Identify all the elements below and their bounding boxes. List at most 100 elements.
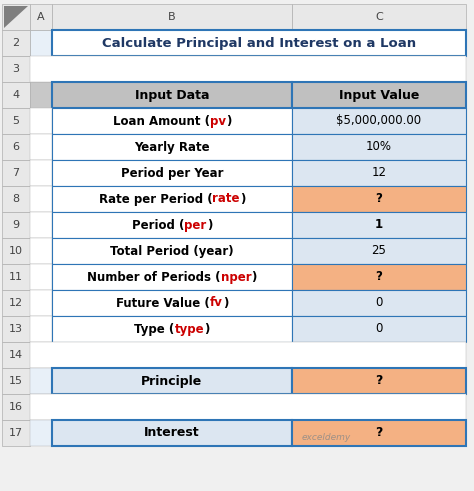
- Bar: [52, 30, 466, 56]
- Bar: [30, 238, 52, 264]
- Bar: [52, 316, 292, 342]
- Bar: [292, 238, 466, 264]
- Text: 1: 1: [375, 218, 383, 231]
- Bar: [2, 316, 30, 342]
- Text: $5,000,000.00: $5,000,000.00: [337, 114, 421, 128]
- Bar: [2, 368, 30, 394]
- Bar: [52, 4, 292, 30]
- Bar: [30, 420, 52, 446]
- Bar: [30, 264, 52, 290]
- Text: ?: ?: [375, 271, 383, 283]
- Text: 15: 15: [9, 376, 23, 386]
- Text: Input Value: Input Value: [339, 88, 419, 102]
- Text: A: A: [37, 12, 45, 22]
- Bar: [292, 134, 466, 160]
- Bar: [52, 238, 292, 264]
- Bar: [2, 212, 30, 238]
- Bar: [30, 342, 466, 368]
- Polygon shape: [4, 6, 28, 28]
- Bar: [30, 394, 466, 420]
- Text: rate: rate: [212, 192, 240, 206]
- Text: 4: 4: [12, 90, 19, 100]
- Text: 25: 25: [372, 245, 386, 257]
- Bar: [30, 82, 52, 108]
- Text: fv: fv: [210, 297, 223, 309]
- Text: 17: 17: [9, 428, 23, 438]
- Bar: [2, 186, 30, 212]
- Text: Total Period (year): Total Period (year): [110, 245, 234, 257]
- Bar: [30, 290, 52, 316]
- Text: 12: 12: [9, 298, 23, 308]
- Text: C: C: [375, 12, 383, 22]
- Bar: [2, 134, 30, 160]
- Text: Period (: Period (: [132, 218, 184, 231]
- Text: Future Value (: Future Value (: [116, 297, 210, 309]
- Bar: [2, 4, 30, 30]
- Bar: [2, 290, 30, 316]
- Bar: [2, 342, 30, 368]
- Text: 7: 7: [12, 168, 19, 178]
- Text: 2: 2: [12, 38, 19, 48]
- Text: ?: ?: [375, 375, 383, 387]
- Bar: [30, 134, 52, 160]
- Text: B: B: [168, 12, 176, 22]
- Bar: [52, 108, 292, 134]
- Text: Type (: Type (: [134, 323, 174, 335]
- Bar: [30, 56, 466, 82]
- Bar: [292, 316, 466, 342]
- Bar: [52, 134, 292, 160]
- Bar: [2, 394, 30, 420]
- Bar: [2, 30, 30, 56]
- Bar: [30, 160, 52, 186]
- Bar: [292, 4, 466, 30]
- Text: Calculate Principal and Interest on a Loan: Calculate Principal and Interest on a Lo…: [102, 36, 416, 50]
- Bar: [30, 108, 52, 134]
- Text: 10: 10: [9, 246, 23, 256]
- Text: 0: 0: [375, 323, 383, 335]
- Bar: [52, 82, 292, 108]
- Text: ?: ?: [375, 427, 383, 439]
- Bar: [292, 82, 466, 108]
- Bar: [2, 160, 30, 186]
- Text: 5: 5: [12, 116, 19, 126]
- Text: ): ): [223, 297, 228, 309]
- Text: 14: 14: [9, 350, 23, 360]
- Bar: [52, 420, 292, 446]
- Text: 6: 6: [12, 142, 19, 152]
- Text: pv: pv: [210, 114, 226, 128]
- Text: 11: 11: [9, 272, 23, 282]
- Bar: [292, 264, 466, 290]
- Bar: [292, 290, 466, 316]
- Text: 8: 8: [12, 194, 19, 204]
- Text: Loan Amount (: Loan Amount (: [113, 114, 210, 128]
- Text: Rate per Period (: Rate per Period (: [99, 192, 212, 206]
- Bar: [2, 264, 30, 290]
- Bar: [292, 108, 466, 134]
- Bar: [2, 82, 30, 108]
- Bar: [30, 212, 52, 238]
- Text: ): ): [226, 114, 231, 128]
- Bar: [292, 186, 466, 212]
- Bar: [52, 290, 292, 316]
- Text: nper: nper: [221, 271, 251, 283]
- Bar: [30, 186, 52, 212]
- Text: Number of Periods (: Number of Periods (: [87, 271, 221, 283]
- Text: 13: 13: [9, 324, 23, 334]
- Text: 0: 0: [375, 297, 383, 309]
- Text: type: type: [174, 323, 204, 335]
- Bar: [52, 368, 292, 394]
- Text: Interest: Interest: [144, 427, 200, 439]
- Bar: [52, 186, 292, 212]
- Text: 10%: 10%: [366, 140, 392, 154]
- Bar: [292, 368, 466, 394]
- Text: Yearly Rate: Yearly Rate: [134, 140, 210, 154]
- Text: per: per: [184, 218, 207, 231]
- Text: Input Data: Input Data: [135, 88, 209, 102]
- Bar: [30, 316, 52, 342]
- Bar: [30, 30, 52, 56]
- Bar: [2, 238, 30, 264]
- Text: ): ): [240, 192, 245, 206]
- Text: 3: 3: [12, 64, 19, 74]
- Text: exceldemy: exceldemy: [302, 433, 351, 441]
- Bar: [2, 108, 30, 134]
